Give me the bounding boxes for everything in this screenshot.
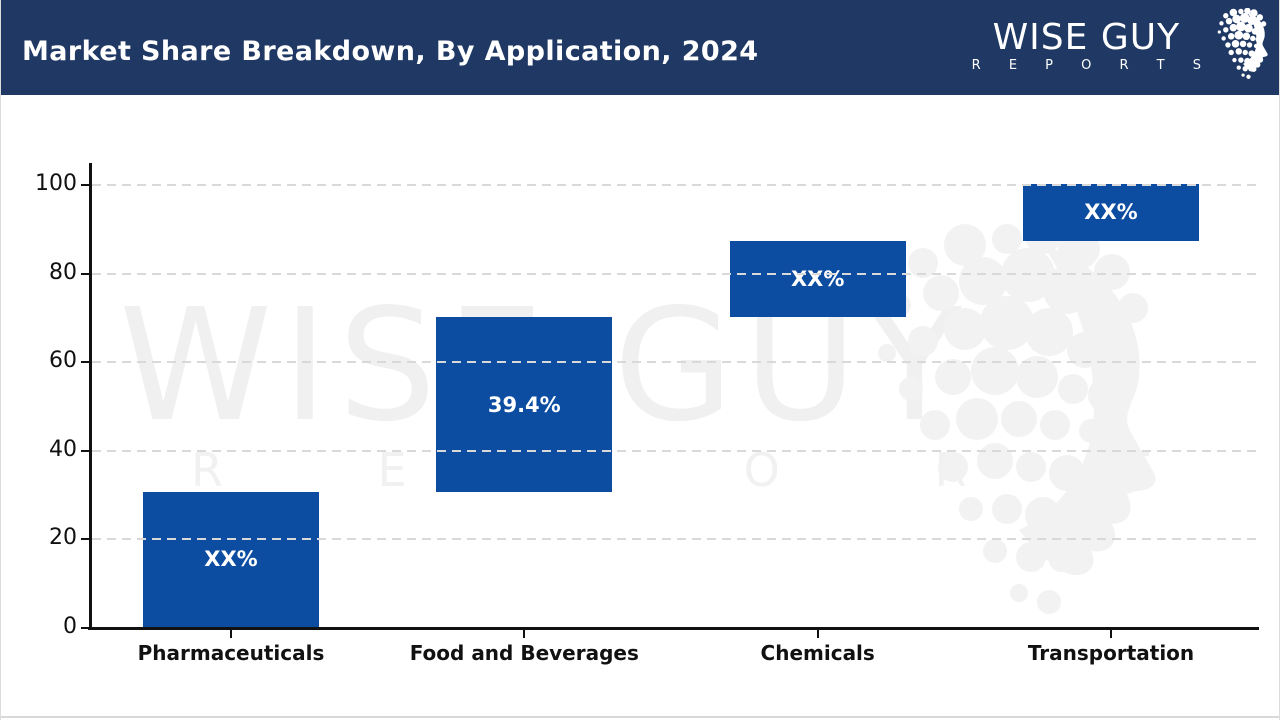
y-tick-label: 40	[49, 436, 77, 462]
gridline	[92, 361, 1259, 364]
brand-logo: WISE GUY R E P O R T S	[960, 8, 1269, 84]
watermark-dotted-head-icon	[878, 221, 1156, 614]
y-tick	[81, 627, 89, 629]
y-tick-label: 100	[35, 171, 77, 196]
bar-value-label: XX%	[790, 267, 845, 292]
y-tick-label: 20	[49, 525, 77, 551]
x-tick	[816, 630, 819, 638]
bar-value-label: XX%	[204, 547, 258, 572]
gridline	[92, 272, 1259, 275]
bar: XX%	[729, 240, 906, 318]
chart-region: WISE GUY R E P O R T S 020406080100XX%Ph…	[1, 95, 1279, 720]
y-tick	[81, 449, 89, 452]
y-tick-label: 60	[49, 348, 77, 374]
y-axis-spine	[89, 163, 92, 630]
y-tick	[81, 272, 89, 275]
y-tick	[81, 538, 89, 541]
bar: XX%	[1023, 184, 1199, 241]
x-axis-label: Chemicals	[760, 641, 875, 665]
dotted-head-icon	[1217, 8, 1268, 79]
x-tick	[1110, 630, 1112, 638]
y-tick-label: 0	[63, 614, 77, 639]
x-axis-label: Transportation	[1027, 641, 1195, 665]
bar: XX%	[143, 491, 319, 627]
y-tick-label: 80	[49, 259, 77, 285]
x-tick	[230, 630, 232, 638]
gridline	[92, 449, 1259, 452]
gridline	[92, 184, 1259, 186]
y-tick	[81, 361, 89, 364]
bar: 39.4%	[436, 317, 613, 492]
bar-value-label: 39.4%	[487, 392, 561, 417]
logo-text: WISE GUY R E P O R T S	[960, 16, 1213, 74]
logo-wordmark: WISE GUY	[992, 16, 1181, 58]
x-tick	[523, 630, 526, 638]
bar-value-label: XX%	[1084, 200, 1138, 225]
logo-reports-label: R E P O R T S	[971, 58, 1213, 74]
page-title: Market Share Breakdown, By Application, …	[22, 36, 759, 67]
x-axis-spine	[88, 627, 1259, 630]
header-bar: Market Share Breakdown, By Application, …	[1, 0, 1279, 95]
x-axis-label: Food and Beverages	[409, 641, 639, 665]
x-axis-label: Pharmaceuticals	[137, 641, 325, 665]
y-tick	[81, 184, 89, 186]
gridline	[92, 538, 1259, 541]
